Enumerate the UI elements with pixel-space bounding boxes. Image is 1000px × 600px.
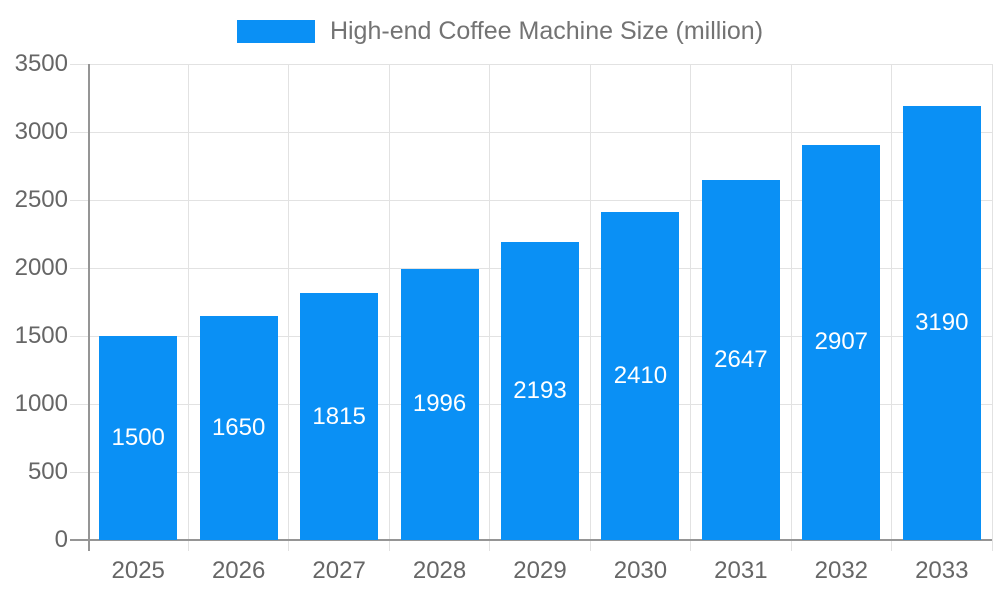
x-tick-label-2026: 2026 <box>211 557 266 584</box>
bar-2029[interactable]: 2193 <box>501 241 579 540</box>
y-tick-label: 1500 <box>14 322 68 349</box>
bar-value-label: 2907 <box>814 328 869 356</box>
gridline-vertical <box>187 64 189 551</box>
x-tick-label-2031: 2031 <box>714 557 768 584</box>
gridline-horizontal <box>70 199 992 201</box>
bar-value-label: 1815 <box>312 402 366 430</box>
bar-value-label: 1996 <box>412 390 467 418</box>
y-tick-label: 2500 <box>14 186 68 213</box>
gridline-horizontal <box>70 131 992 133</box>
gridline-vertical <box>589 64 591 551</box>
gridline-vertical <box>690 64 692 551</box>
bar-2032[interactable]: 2907 <box>802 144 881 540</box>
y-tick-label: 500 <box>27 458 68 485</box>
gridline-vertical <box>288 64 290 551</box>
bar-2030[interactable]: 2410 <box>601 212 680 540</box>
y-tick-label: 3000 <box>14 118 68 145</box>
y-tick-label: 3500 <box>14 50 68 77</box>
y-tick-label: 2000 <box>14 254 68 281</box>
x-tick-label-2027: 2027 <box>312 557 366 584</box>
x-tick-label-2029: 2029 <box>513 557 567 584</box>
x-tick-label-2033: 2033 <box>915 557 969 584</box>
bar-2031[interactable]: 2647 <box>701 180 780 540</box>
plot-area: 1500 1650 1815 1996 2193 2410 2647 2907 3190 <box>70 63 993 551</box>
bar-value-label: 3190 <box>915 309 969 337</box>
gridline-horizontal <box>70 63 992 65</box>
y-axis-line <box>88 64 90 551</box>
bar-value-label: 1650 <box>211 413 266 441</box>
bar-2033[interactable]: 3190 <box>902 106 981 540</box>
legend[interactable]: High-end Coffee Machine Size (million) <box>0 17 1000 46</box>
bar-value-label: 2410 <box>613 362 668 390</box>
legend-swatch <box>236 20 315 43</box>
gridline-vertical <box>891 64 893 551</box>
x-axis-line <box>70 539 992 541</box>
bar-value-label: 2193 <box>513 376 567 404</box>
bar-2027[interactable]: 1815 <box>300 293 379 540</box>
x-tick-label-2025: 2025 <box>111 557 165 584</box>
bar-2026[interactable]: 1650 <box>199 315 278 540</box>
gridline-vertical <box>790 64 792 551</box>
legend-label: High-end Coffee Machine Size (million) <box>329 17 764 45</box>
x-tick-label-2028: 2028 <box>412 557 467 584</box>
x-tick-label-2030: 2030 <box>613 557 668 584</box>
bar-2025[interactable]: 1500 <box>99 336 178 540</box>
bar-value-label: 2647 <box>714 345 768 373</box>
gridline-vertical <box>489 64 491 551</box>
y-tick-label: 0 <box>54 526 68 553</box>
gridline-vertical <box>991 64 993 551</box>
y-tick-label: 1000 <box>14 390 68 417</box>
gridline-vertical <box>388 64 390 551</box>
x-tick-label-2032: 2032 <box>814 557 869 584</box>
bar-value-label: 1500 <box>111 424 165 451</box>
bar-2028[interactable]: 1996 <box>400 268 479 540</box>
